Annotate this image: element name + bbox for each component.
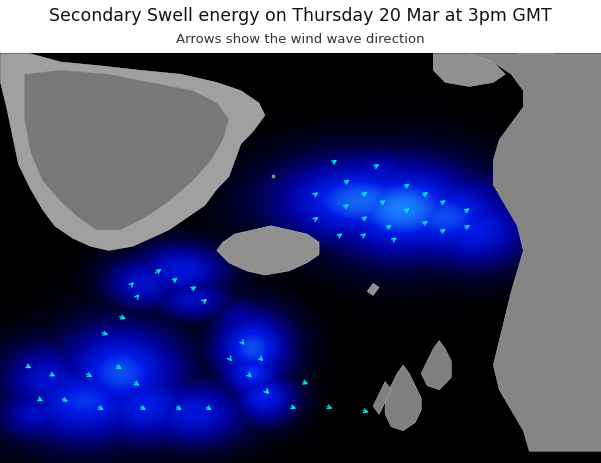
Text: Secondary Swell energy on Thursday 20 Mar at 3pm GMT: Secondary Swell energy on Thursday 20 Ma… bbox=[49, 7, 552, 25]
Text: Arrows show the wind wave direction: Arrows show the wind wave direction bbox=[176, 33, 425, 46]
